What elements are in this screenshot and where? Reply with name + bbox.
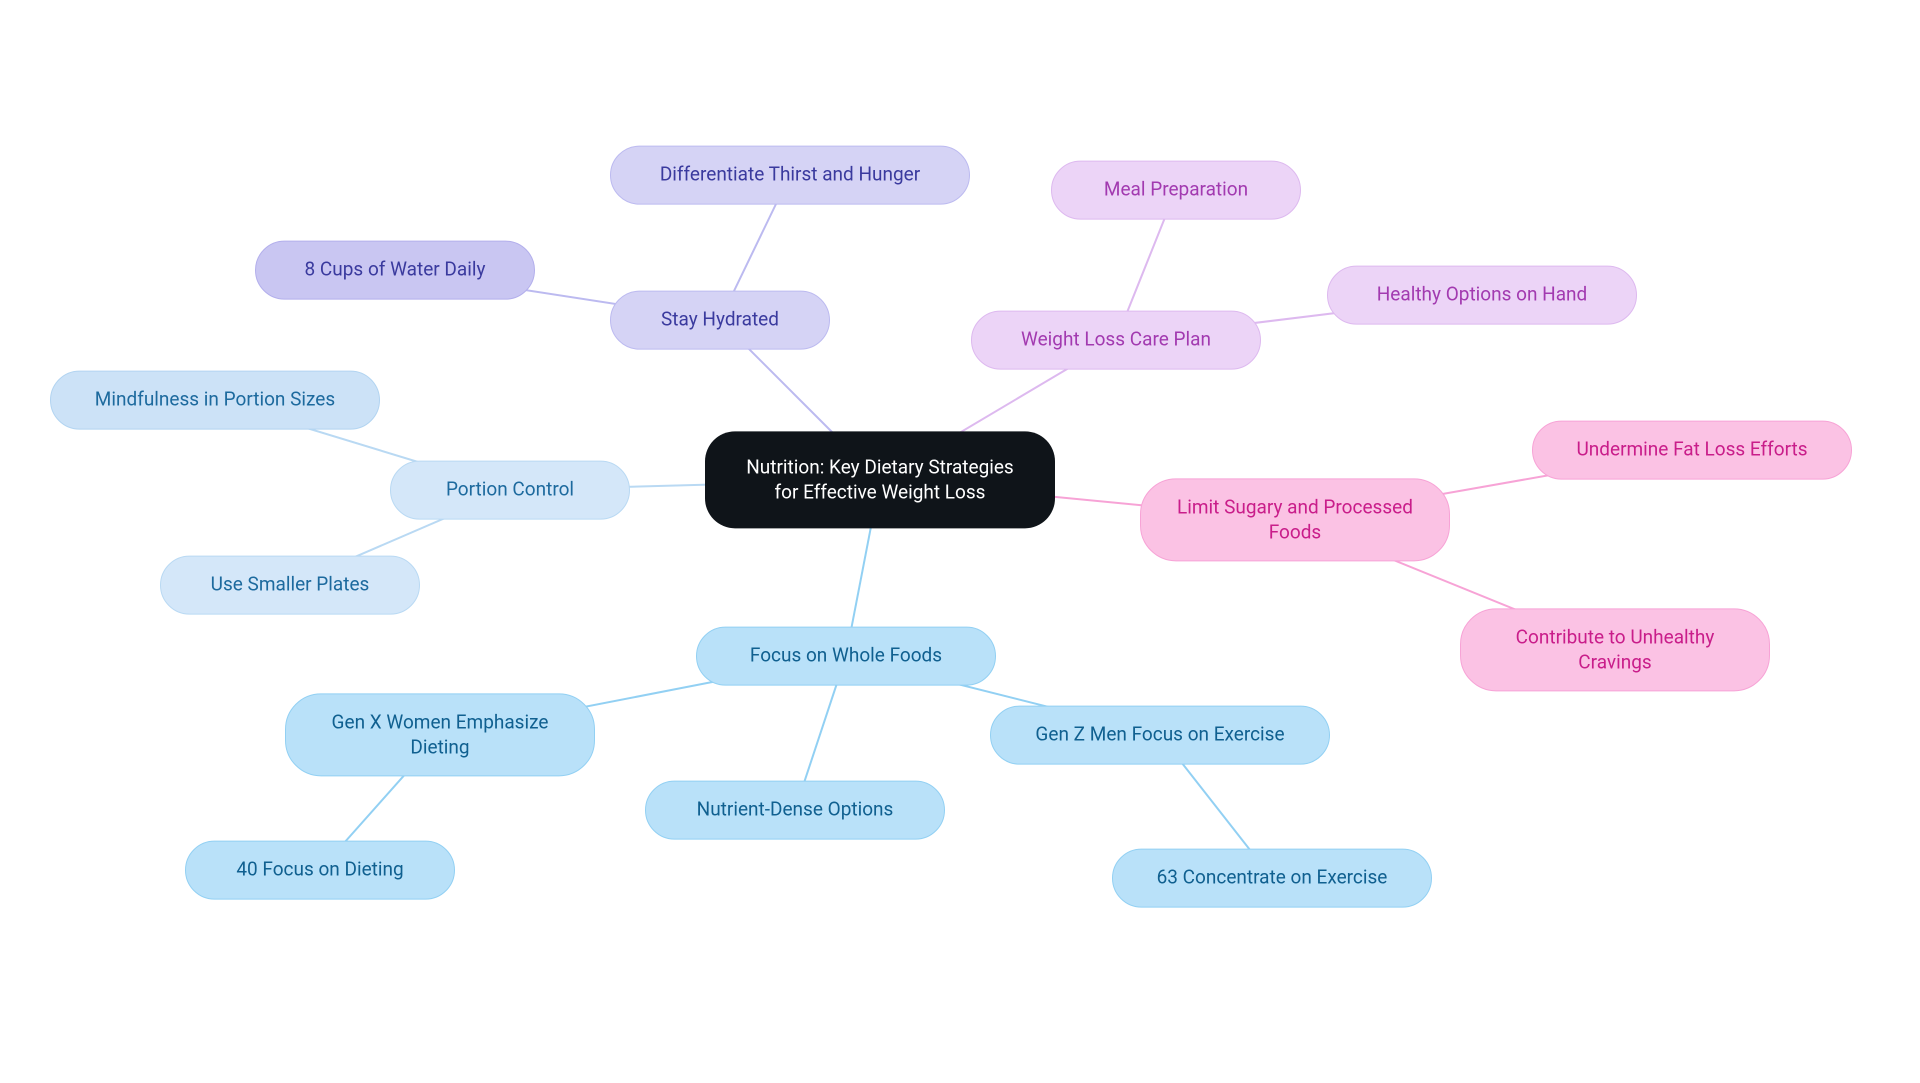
node-label: Gen X Women Emphasize Dieting [314,710,566,759]
node-healthy: Healthy Options on Hand [1327,266,1637,325]
node-label: Meal Preparation [1104,178,1248,203]
node-water8: 8 Cups of Water Daily [255,241,535,300]
node-plan: Weight Loss Care Plan [971,311,1261,370]
node-label: Weight Loss Care Plan [1021,328,1211,353]
mindmap-canvas: Nutrition: Key Dietary Strategies for Ef… [0,0,1920,1083]
node-label: Stay Hydrated [661,308,779,333]
node-label: Nutrient-Dense Options [697,798,894,823]
node-ex63: 63 Concentrate on Exercise [1112,849,1432,908]
node-thirst: Differentiate Thirst and Hunger [610,146,970,205]
node-mindful: Mindfulness in Portion Sizes [50,371,380,430]
node-plates: Use Smaller Plates [160,556,420,615]
node-label: Portion Control [446,478,574,503]
node-genx: Gen X Women Emphasize Dieting [285,693,595,776]
node-whole: Focus on Whole Foods [696,627,996,686]
node-label: Differentiate Thirst and Hunger [660,163,920,188]
node-label: Mindfulness in Portion Sizes [95,388,335,413]
node-label: Limit Sugary and Processed Foods [1169,495,1421,544]
node-center: Nutrition: Key Dietary Strategies for Ef… [705,431,1055,528]
node-label: Use Smaller Plates [211,573,370,598]
node-label: Gen Z Men Focus on Exercise [1035,723,1284,748]
node-label: Contribute to Unhealthy Cravings [1489,625,1741,674]
node-genz: Gen Z Men Focus on Exercise [990,706,1330,765]
node-label: Focus on Whole Foods [750,644,942,669]
node-label: 40 Focus on Dieting [236,858,403,883]
node-undermine: Undermine Fat Loss Efforts [1532,421,1852,480]
node-nutrient: Nutrient-Dense Options [645,781,945,840]
node-diet40: 40 Focus on Dieting [185,841,455,900]
node-label: 8 Cups of Water Daily [305,258,486,283]
node-limit: Limit Sugary and Processed Foods [1140,478,1450,561]
node-label: Nutrition: Key Dietary Strategies for Ef… [735,455,1025,504]
node-label: Undermine Fat Loss Efforts [1576,438,1807,463]
node-label: 63 Concentrate on Exercise [1157,866,1388,891]
node-cravings: Contribute to Unhealthy Cravings [1460,608,1770,691]
node-mealprep: Meal Preparation [1051,161,1301,220]
node-portion: Portion Control [390,461,630,520]
node-hydrated: Stay Hydrated [610,291,830,350]
node-label: Healthy Options on Hand [1377,283,1588,308]
